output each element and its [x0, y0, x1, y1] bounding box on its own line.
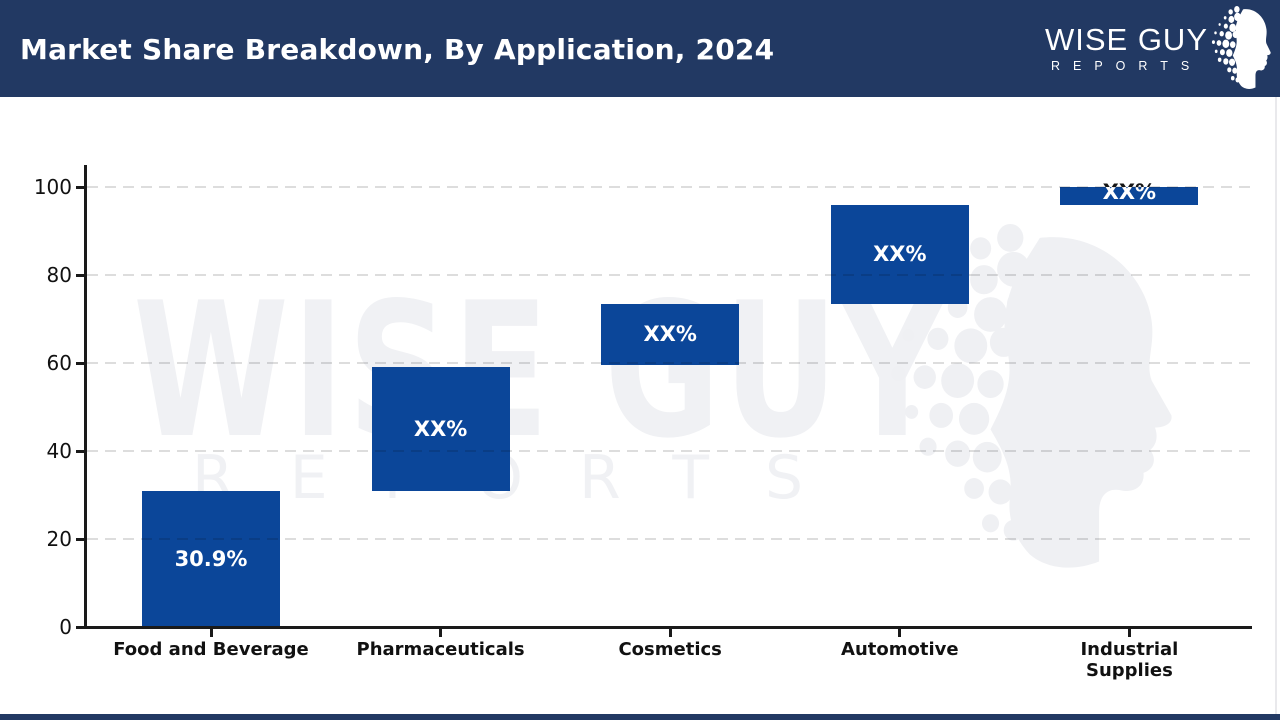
- bar-value-label: XX%: [643, 322, 697, 347]
- category-label-line: Industrial: [1080, 639, 1179, 660]
- brand-logo-text: WISE GUY REPORTS: [1044, 21, 1208, 74]
- bar-value-label: XX%: [1102, 187, 1157, 205]
- category-label-line: Supplies: [1085, 660, 1173, 681]
- gridline-y60: [87, 362, 1252, 364]
- x-axis-tick: [439, 628, 443, 637]
- bar-cosmetics: XX%: [601, 303, 740, 366]
- bar-industrial-supplies: XX%: [1060, 187, 1199, 205]
- category-label: Cosmetics: [550, 639, 790, 660]
- figure-right-edge: [1275, 97, 1277, 714]
- header-bar: Market Share Breakdown, By Application, …: [0, 0, 1280, 97]
- x-axis-line: [84, 625, 1252, 629]
- y-tick-label: 80: [46, 263, 72, 287]
- bar-pharmaceuticals: XX%: [371, 367, 510, 491]
- y-axis-tick: [76, 185, 85, 189]
- brand-subtitle: REPORTS: [1050, 59, 1203, 74]
- bar-food-and-beverage: 30.9%: [142, 491, 280, 627]
- gridline-y20: [87, 538, 1252, 540]
- category-label: Food and Beverage: [91, 639, 331, 660]
- category-label-line: Automotive: [841, 639, 959, 660]
- category-label: Automotive: [780, 639, 1020, 660]
- brand-name: WISE GUY: [1044, 21, 1208, 57]
- watermark-brand-text: WISE GUY: [133, 262, 947, 479]
- bar-automotive: XX%: [830, 204, 969, 304]
- watermark-subtitle-text: REPORTS: [192, 443, 860, 513]
- y-tick-label: 100: [33, 175, 72, 199]
- y-axis-tick: [76, 625, 85, 629]
- x-axis-tick: [668, 628, 672, 637]
- bar-value-label: XX%: [873, 242, 927, 267]
- page-title: Market Share Breakdown, By Application, …: [20, 33, 775, 66]
- y-tick-label: 20: [46, 527, 72, 551]
- y-tick-label: 0: [59, 615, 72, 639]
- category-label-line: Pharmaceuticals: [356, 639, 525, 660]
- y-tick-label: 60: [46, 351, 72, 375]
- bar-value-label: 30.9%: [174, 547, 248, 571]
- category-label-line: Cosmetics: [618, 639, 722, 660]
- bar-value-label: XX%: [413, 416, 468, 441]
- y-axis-tick: [76, 273, 85, 277]
- y-axis-tick: [76, 361, 85, 365]
- x-axis-tick: [1127, 628, 1131, 637]
- category-label: Industrial Supplies: [1009, 639, 1249, 681]
- y-axis-tick: [76, 537, 85, 541]
- face-profile-logo-icon: [1211, 6, 1271, 89]
- y-tick-label: 40: [46, 439, 72, 463]
- gridline-y40: [87, 450, 1252, 452]
- gridline-y80: [87, 274, 1252, 276]
- category-label: Pharmaceuticals: [321, 639, 561, 660]
- category-label-line: Food and Beverage: [113, 639, 309, 660]
- gridline-y100: [87, 186, 1252, 188]
- x-axis-tick: [898, 628, 902, 637]
- y-axis-line: [84, 165, 87, 629]
- x-axis-tick: [209, 628, 213, 637]
- y-axis-tick: [76, 449, 85, 453]
- brand-logo: WISE GUY REPORTS: [1045, 6, 1272, 90]
- footer-accent-strip: [0, 714, 1280, 720]
